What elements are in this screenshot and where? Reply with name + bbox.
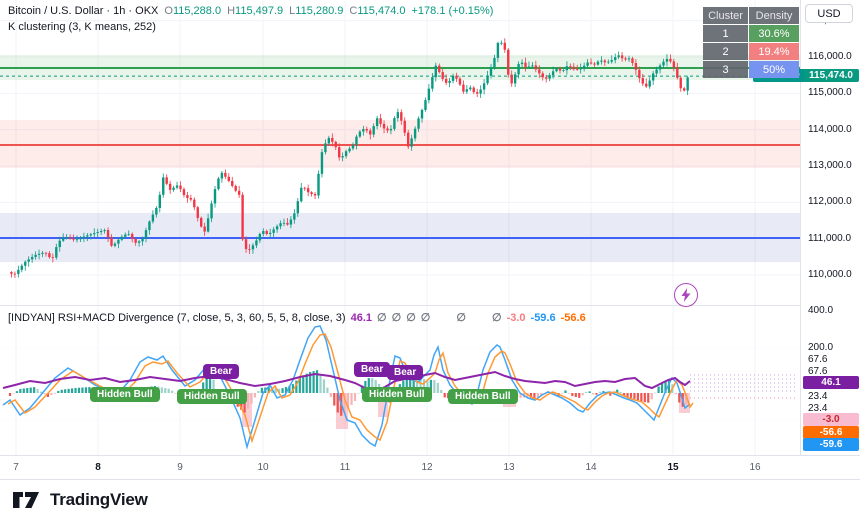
tradingview-logo[interactable]: TradingView [12, 489, 148, 511]
time-axis-label: 11 [339, 462, 351, 473]
price-axis-label: 113,000.0 [808, 159, 852, 171]
density-header: Density [749, 7, 799, 24]
tradingview-wordmark: TradingView [50, 490, 148, 509]
bear-divergence-badge: Bear [387, 365, 424, 380]
cluster-density-table: Cluster Density 1 30.6% 2 19.4% 3 50% [703, 7, 799, 78]
oscillator-value: ∅ [456, 312, 466, 324]
low-value: 115,280.9 [295, 5, 344, 17]
oscillator-title[interactable]: [INDYAN] RSI+MACD Divergence (7, close, … [8, 312, 346, 324]
oscillator-value: -59.6 [530, 312, 556, 324]
oscillator-value: ∅ [377, 312, 387, 324]
oscillator-axis-label: 67.6 [808, 354, 828, 365]
price-axis-label: 115,000.0 [808, 87, 852, 99]
oscillator-axis-label: 67.6 [808, 366, 828, 377]
oscillator-value: ∅ [491, 312, 502, 324]
oscillator-value: ∅ [391, 312, 402, 324]
price-axis-label: 116,000.0 [808, 51, 852, 62]
price-axis-label: 111,000.0 [808, 232, 852, 244]
price-chart-canvas[interactable] [0, 0, 800, 455]
time-axis-label: 8 [95, 462, 101, 473]
time-axis-label: 15 [667, 462, 679, 473]
oscillator-values: 46.1 ∅ ∅ ∅ ∅ ∅ ∅ -3.0 -59.6 -56.6 [346, 312, 586, 324]
oscillator-legend[interactable]: [INDYAN] RSI+MACD Divergence (7, close, … [8, 311, 586, 324]
time-axis-label: 13 [503, 462, 515, 473]
hidden-bull-divergence-badge: Hidden Bull [90, 387, 160, 402]
high-label: H [227, 5, 236, 17]
time-axis-label: 7 [13, 462, 19, 473]
change-value: +178.1 (+0.15%) [411, 5, 494, 17]
oscillator-value-badge: -59.6 [803, 438, 859, 451]
cluster-1-density: 30.6% [749, 25, 799, 42]
price-axis[interactable]: 117,000.0116,000.0115,000.0114,000.0113,… [800, 0, 860, 480]
time-axis[interactable]: 7 8 9 10 11 12 13 14 15 16 [0, 455, 860, 480]
currency-unit-button[interactable]: USD [805, 4, 853, 23]
symbol-title[interactable]: Bitcoin / U.S. Dollar · 1h · OKX [8, 5, 159, 17]
cluster-3-density: 50% [749, 61, 799, 78]
lightning-icon [681, 288, 691, 302]
symbol-legend[interactable]: Bitcoin / U.S. Dollar · 1h · OKX O115,288… [8, 5, 493, 17]
time-axis-label: 10 [257, 462, 269, 473]
cluster-2-density: 19.4% [749, 43, 799, 60]
hidden-bull-divergence-badge: Hidden Bull [362, 387, 432, 402]
oscillator-value-badge: -3.0 [803, 413, 859, 426]
cluster-1-id: 1 [703, 25, 748, 42]
oscillator-value-badge: 46.1 [803, 376, 859, 389]
oscillator-axis-label: 23.4 [808, 391, 828, 402]
hidden-bull-divergence-badge: Hidden Bull [177, 389, 247, 404]
oscillator-value: ∅ [420, 312, 431, 324]
last-price-badge: 115,474.0 [803, 69, 859, 83]
oscillator-value-badge: -56.6 [803, 426, 859, 439]
cluster-header: Cluster [703, 7, 748, 24]
oscillator-value: 46.1 [350, 312, 372, 324]
oscillator-axis-label: 23.4 [808, 403, 828, 414]
close-value: 115,474.0 [357, 5, 406, 17]
tradingview-mark-icon [13, 492, 39, 508]
oscillator-axis-label: 400.0 [808, 305, 834, 316]
price-axis-label: 112,000.0 [808, 196, 852, 208]
price-axis-label: 114,000.0 [808, 123, 852, 135]
oscillator-value: -3.0 [506, 312, 526, 324]
time-axis-label: 16 [749, 462, 761, 473]
time-axis-label: 14 [585, 462, 597, 473]
cluster-3-id: 3 [703, 61, 748, 78]
open-label: O [164, 5, 173, 17]
lightning-trade-button[interactable] [674, 283, 698, 307]
close-label: C [349, 5, 358, 17]
time-axis-label: 9 [177, 462, 183, 473]
low-label: L [289, 5, 296, 17]
hidden-bull-divergence-badge: Hidden Bull [448, 389, 518, 404]
oscillator-value: -56.6 [560, 312, 586, 324]
price-axis-label: 110,000.0 [808, 268, 852, 280]
high-value: 115,497.9 [235, 5, 284, 17]
open-value: 115,288.0 [172, 5, 222, 17]
cluster-2-id: 2 [703, 43, 748, 60]
oscillator-value: ∅ [406, 312, 416, 324]
oscillator-axis-label: 200.0 [808, 342, 834, 353]
bear-divergence-badge: Bear [203, 364, 240, 379]
bear-divergence-badge: Bear [354, 362, 391, 377]
k-clustering-legend[interactable]: K clustering (3, K means, 252) [8, 21, 156, 33]
time-axis-label: 12 [421, 462, 433, 473]
k-clustering-title[interactable]: K clustering (3, K means, 252) [8, 21, 156, 33]
